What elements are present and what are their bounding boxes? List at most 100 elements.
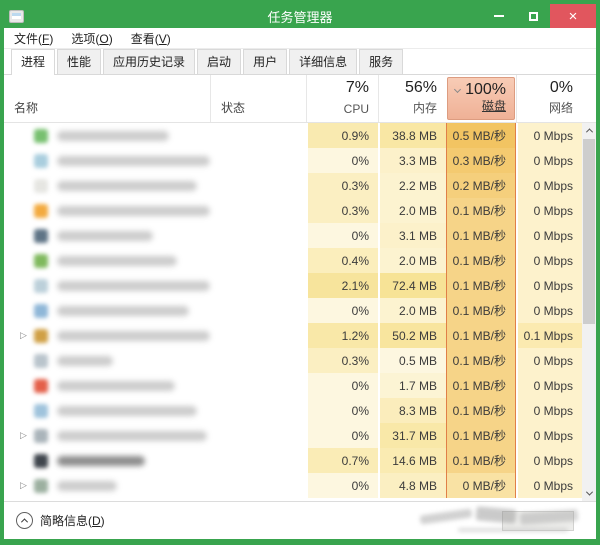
process-name-cell[interactable]: ▷: [4, 198, 210, 223]
process-name-cell[interactable]: ▷: [4, 173, 210, 198]
table-row[interactable]: ▷ 2.1% 72.4 MB 0.1 MB/秒 0 Mbps: [4, 273, 582, 298]
process-name-cell[interactable]: ▷: [4, 448, 210, 473]
cpu-value-cell: 0%: [306, 398, 378, 423]
chevron-up-circle-icon: [16, 512, 33, 529]
table-row[interactable]: ▷ 0.3% 2.0 MB 0.1 MB/秒 0 Mbps: [4, 198, 582, 223]
tab-performance[interactable]: 性能: [57, 49, 102, 74]
title-bar[interactable]: 任务管理器 ×: [4, 4, 596, 28]
scrollbar-thumb[interactable]: [583, 139, 595, 324]
memory-value-cell: 2.0 MB: [378, 198, 446, 223]
table-row[interactable]: ▷ 0.9% 38.8 MB 0.5 MB/秒 0 Mbps: [4, 123, 582, 148]
disk-value-cell: 0.3 MB/秒: [446, 148, 516, 173]
memory-value-cell: 50.2 MB: [378, 323, 446, 348]
disk-value-cell: 0.1 MB/秒: [446, 323, 516, 348]
process-name-cell[interactable]: ▷: [4, 323, 210, 348]
network-value-cell: 0 Mbps: [516, 423, 582, 448]
menu-file[interactable]: 文件(F): [14, 31, 54, 46]
task-manager-app-icon: [9, 9, 24, 23]
process-status-cell: [210, 298, 306, 323]
process-status-cell: [210, 348, 306, 373]
table-row[interactable]: ▷ 0.7% 14.6 MB 0.1 MB/秒 0 Mbps: [4, 448, 582, 473]
end-task-button[interactable]: [502, 511, 574, 531]
memory-value-cell: 3.1 MB: [378, 223, 446, 248]
process-name-cell[interactable]: ▷: [4, 298, 210, 323]
process-icon: [34, 453, 48, 468]
close-button[interactable]: ×: [550, 4, 596, 28]
column-header-memory[interactable]: 56% 内存: [378, 75, 446, 122]
table-row[interactable]: ▷ 0.3% 2.2 MB 0.2 MB/秒 0 Mbps: [4, 173, 582, 198]
process-status-cell: [210, 273, 306, 298]
table-row[interactable]: ▷ 0% 31.7 MB 0.1 MB/秒 0 Mbps: [4, 423, 582, 448]
process-name-cell[interactable]: ▷: [4, 473, 210, 498]
scroll-down-icon[interactable]: [582, 486, 596, 501]
process-name-redacted: [57, 455, 145, 466]
process-name-cell[interactable]: ▷: [4, 273, 210, 298]
table-row[interactable]: ▷ 0% 2.0 MB 0.1 MB/秒 0 Mbps: [4, 298, 582, 323]
disk-total-percent: 100%: [465, 81, 506, 98]
tab-details[interactable]: 详细信息: [289, 49, 358, 74]
cpu-value-cell: 2.1%: [306, 273, 378, 298]
process-name-cell[interactable]: ▷: [4, 148, 210, 173]
disk-sorted-highlight: 100% 磁盘: [447, 77, 515, 120]
disk-value-cell: 0.1 MB/秒: [446, 398, 516, 423]
table-row[interactable]: ▷ 0% 3.3 MB 0.3 MB/秒 0 Mbps: [4, 148, 582, 173]
process-icon: [34, 228, 48, 243]
table-row[interactable]: ▷ 1.2% 50.2 MB 0.1 MB/秒 0.1 Mbps: [4, 323, 582, 348]
process-name-cell[interactable]: ▷: [4, 348, 210, 373]
disk-value-cell: 0.1 MB/秒: [446, 423, 516, 448]
expand-arrow-icon[interactable]: ▷: [20, 480, 27, 490]
cpu-value-cell: 0%: [306, 223, 378, 248]
process-name-redacted: [57, 405, 197, 416]
process-name-redacted: [57, 155, 210, 166]
footer-bar: 简略信息(D): [4, 501, 596, 539]
process-icon: [34, 428, 48, 443]
process-name-cell[interactable]: ▷: [4, 123, 210, 148]
menu-view[interactable]: 查看(V): [130, 31, 171, 46]
expand-arrow-icon[interactable]: ▷: [20, 330, 27, 340]
table-row[interactable]: ▷ 0% 8.3 MB 0.1 MB/秒 0 Mbps: [4, 398, 582, 423]
process-status-cell: [210, 473, 306, 498]
column-header-network[interactable]: 0% 网络: [516, 75, 582, 122]
menu-options[interactable]: 选项(O): [71, 31, 113, 46]
process-status-cell: [210, 448, 306, 473]
column-header-cpu[interactable]: 7% CPU: [306, 75, 378, 122]
process-name-cell[interactable]: ▷: [4, 398, 210, 423]
minimize-button[interactable]: [482, 4, 516, 28]
disk-value-cell: 0.1 MB/秒: [446, 373, 516, 398]
expand-arrow-icon[interactable]: ▷: [20, 430, 27, 440]
fewer-details-toggle[interactable]: 简略信息(D): [16, 512, 105, 529]
process-icon: [34, 128, 48, 143]
vertical-scrollbar[interactable]: [582, 123, 596, 501]
column-header-status[interactable]: 状态: [210, 75, 306, 122]
cpu-value-cell: 0%: [306, 423, 378, 448]
column-header-disk[interactable]: 100% 磁盘: [446, 75, 516, 122]
cpu-value-cell: 0.3%: [306, 348, 378, 373]
tab-processes[interactable]: 进程: [11, 49, 56, 75]
maximize-icon: [528, 11, 538, 21]
disk-value-cell: 0.1 MB/秒: [446, 448, 516, 473]
network-value-cell: 0 Mbps: [516, 223, 582, 248]
table-row[interactable]: ▷ 0.3% 0.5 MB 0.1 MB/秒 0 Mbps: [4, 348, 582, 373]
maximize-button[interactable]: [516, 4, 550, 28]
network-value-cell: 0 Mbps: [516, 298, 582, 323]
process-name-cell[interactable]: ▷: [4, 248, 210, 273]
scroll-up-icon[interactable]: [582, 123, 596, 138]
process-name-redacted: [57, 380, 175, 391]
table-row[interactable]: ▷ 0.4% 2.0 MB 0.1 MB/秒 0 Mbps: [4, 248, 582, 273]
process-name-cell[interactable]: ▷: [4, 373, 210, 398]
table-row[interactable]: ▷ 0% 3.1 MB 0.1 MB/秒 0 Mbps: [4, 223, 582, 248]
process-status-cell: [210, 248, 306, 273]
tab-app-history[interactable]: 应用历史记录: [103, 49, 196, 74]
tab-startup[interactable]: 启动: [197, 49, 242, 74]
process-name-redacted: [57, 480, 117, 491]
disk-value-cell: 0 MB/秒: [446, 473, 516, 498]
tab-users[interactable]: 用户: [243, 49, 288, 74]
sort-caret-icon: [453, 85, 462, 94]
tab-services[interactable]: 服务: [359, 49, 404, 74]
table-row[interactable]: ▷ 0% 1.7 MB 0.1 MB/秒 0 Mbps: [4, 373, 582, 398]
table-row[interactable]: ▷ 0% 4.8 MB 0 MB/秒 0 Mbps: [4, 473, 582, 498]
process-name-cell[interactable]: ▷: [4, 223, 210, 248]
process-name-cell[interactable]: ▷: [4, 423, 210, 448]
column-header-name[interactable]: 名称: [14, 101, 39, 115]
process-icon: [34, 403, 48, 418]
